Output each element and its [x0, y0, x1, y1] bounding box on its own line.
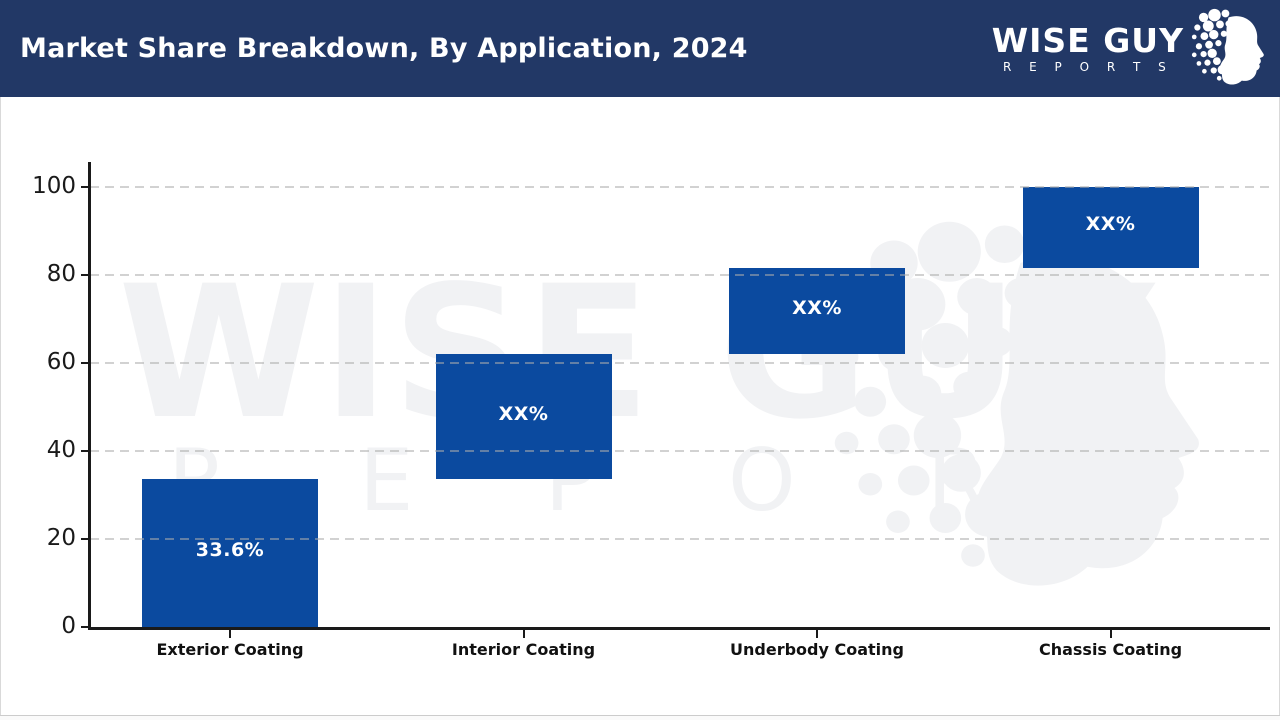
y-tick-label: 20	[46, 525, 76, 551]
wise-guy-logo: WISE GUY R E P O R T S	[992, 6, 1280, 92]
bar-value-label: XX%	[498, 402, 549, 425]
y-tick-mark	[81, 186, 90, 188]
logo-wordmark: WISE GUY	[991, 20, 1184, 60]
gridline	[90, 450, 1270, 452]
x-tick-mark	[229, 629, 231, 638]
y-tick-mark	[81, 626, 90, 628]
x-category-label: Exterior Coating	[156, 640, 304, 659]
x-tick-mark	[522, 629, 525, 638]
y-axis-line	[88, 162, 91, 629]
bar-chassis-coating	[1022, 187, 1199, 268]
x-category-label: Chassis Coating	[1038, 640, 1183, 659]
y-tick-label: 80	[46, 261, 76, 287]
logo-head-icon	[1191, 8, 1264, 85]
gridline	[90, 538, 1270, 540]
y-tick-mark	[81, 450, 90, 452]
y-tick-mark	[81, 538, 90, 540]
x-axis-line	[88, 627, 1270, 630]
header-bar: Market Share Breakdown, By Application, …	[0, 0, 1280, 97]
bottom-border	[0, 715, 1280, 720]
x-tick-mark	[816, 629, 818, 638]
logo-subtitle: R E P O R T S	[1002, 59, 1173, 74]
x-tick-mark	[1109, 629, 1112, 638]
y-tick-label: 40	[46, 437, 76, 463]
gridline	[90, 186, 1270, 188]
y-tick-label: 100	[32, 173, 76, 199]
y-tick-mark	[81, 362, 90, 364]
bar-value-label: 33.6%	[195, 539, 265, 562]
logo-text: WISE GUY R E P O R T S	[991, 20, 1184, 74]
bar-value-label: XX%	[792, 297, 842, 320]
gridline	[90, 274, 1270, 276]
y-tick-label: 0	[61, 613, 76, 639]
y-tick-label: 60	[46, 349, 76, 375]
x-category-label: Interior Coating	[451, 640, 596, 659]
bar-value-label: XX%	[1085, 213, 1136, 236]
y-tick-mark	[81, 274, 90, 276]
page-title: Market Share Breakdown, By Application, …	[20, 33, 748, 64]
gridline	[90, 362, 1270, 364]
bar-interior-coating	[435, 354, 612, 480]
bar-exterior-coating	[142, 479, 318, 627]
bar-underbody-coating	[729, 267, 905, 355]
x-category-label: Underbody Coating	[730, 640, 904, 659]
